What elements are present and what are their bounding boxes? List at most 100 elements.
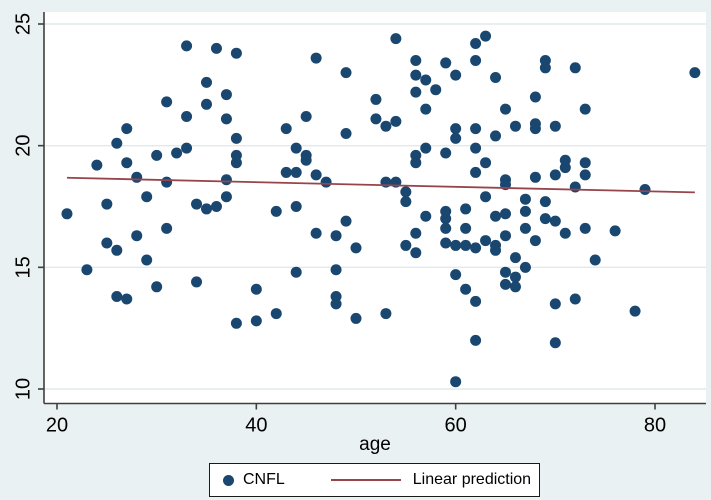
scatter-point: [141, 254, 153, 266]
scatter-point: [111, 137, 123, 149]
scatter-point: [390, 33, 402, 45]
scatter-point: [220, 174, 232, 186]
scatter-point: [460, 239, 472, 251]
scatter-point: [470, 295, 482, 307]
scatter-point: [230, 132, 242, 144]
y-tick-label: 20: [12, 135, 34, 157]
scatter-point: [549, 169, 561, 181]
scatter-point: [61, 208, 73, 220]
linear-prediction-marker-icon: [330, 478, 401, 482]
scatter-point: [460, 222, 472, 234]
scatter-point: [509, 271, 521, 283]
scatter-point: [201, 76, 213, 88]
scatter-point: [320, 176, 332, 188]
scatter-point: [270, 308, 282, 320]
scatter-point: [490, 72, 502, 84]
scatter-point: [330, 298, 342, 310]
scatter-point: [131, 171, 143, 183]
scatter-point: [639, 183, 651, 195]
scatter-point: [470, 54, 482, 66]
scatter-point: [151, 281, 163, 293]
scatter-point: [250, 283, 262, 295]
scatter-point: [230, 157, 242, 169]
scatter-point: [480, 157, 492, 169]
scatter-point: [519, 205, 531, 217]
scatter-point: [230, 317, 242, 329]
scatter-point: [230, 47, 242, 59]
scatter-point: [430, 84, 442, 96]
scatter-point: [440, 222, 452, 234]
scatter-point: [300, 154, 312, 166]
linear-prediction-line: [66, 176, 695, 194]
scatter-point: [300, 110, 312, 122]
scatter-point: [121, 293, 133, 305]
scatter-point: [201, 203, 213, 215]
scatter-point: [111, 244, 123, 256]
scatter-point: [220, 191, 232, 203]
scatter-point: [500, 266, 512, 278]
scatter-point: [340, 215, 352, 227]
scatter-point: [470, 242, 482, 254]
scatter-point: [689, 67, 701, 79]
scatter-point: [470, 334, 482, 346]
scatter-point: [440, 147, 452, 159]
scatter-point: [440, 237, 452, 249]
scatter-point: [450, 123, 462, 135]
scatter-point: [191, 198, 203, 210]
scatter-point: [529, 123, 541, 135]
scatter-point: [121, 157, 133, 169]
scatter-point: [629, 305, 641, 317]
scatter-point: [450, 239, 462, 251]
scatter-point: [350, 312, 362, 324]
scatter-point: [410, 227, 422, 239]
scatter-point: [330, 264, 342, 276]
scatter-point: [210, 42, 222, 54]
scatter-point: [529, 91, 541, 103]
scatter-point: [539, 196, 551, 208]
y-tick-label: 15: [12, 256, 34, 278]
scatter-point: [450, 269, 462, 281]
scatter-point: [490, 130, 502, 142]
y-tick-label: 25: [12, 13, 34, 35]
scatter-point: [181, 40, 193, 52]
scatter-point: [290, 266, 302, 278]
scatter-point: [519, 222, 531, 234]
scatter-point: [181, 110, 193, 122]
scatter-point: [380, 120, 392, 132]
x-tick-label: 20: [46, 415, 68, 437]
scatter-point: [290, 200, 302, 212]
scatter-point: [460, 203, 472, 215]
scatter-point: [569, 62, 581, 74]
scatter-point: [400, 239, 412, 251]
scatter-point: [121, 123, 133, 135]
scatter-point: [460, 283, 472, 295]
scatter-point: [569, 181, 581, 193]
scatter-point: [250, 315, 262, 327]
legend-label-linear-prediction: Linear prediction: [412, 471, 532, 488]
scatter-point: [579, 169, 591, 181]
scatter-point: [450, 132, 462, 144]
scatter-point: [480, 30, 492, 42]
scatter-point: [280, 166, 292, 178]
scatter-point: [161, 96, 173, 108]
scatter-point: [549, 298, 561, 310]
scatter-point: [151, 149, 163, 161]
scatter-point: [589, 254, 601, 266]
scatter-point: [101, 237, 113, 249]
scatter-point: [340, 127, 352, 139]
scatter-point: [539, 213, 551, 225]
scatter-point: [420, 210, 432, 222]
scatter-point: [290, 166, 302, 178]
x-tick-label: 40: [245, 415, 267, 437]
scatter-point: [161, 222, 173, 234]
scatter-point: [490, 244, 502, 256]
scatter-point: [500, 278, 512, 290]
scatter-point: [559, 162, 571, 174]
scatter-point: [549, 120, 561, 132]
scatter-point: [509, 252, 521, 264]
scatter-point: [340, 67, 352, 79]
scatter-point: [330, 230, 342, 242]
scatter-point: [450, 376, 462, 388]
